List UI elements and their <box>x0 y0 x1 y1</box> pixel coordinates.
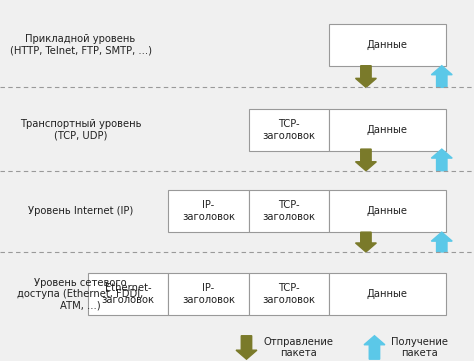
Bar <box>329 191 446 232</box>
Text: Транспортный уровень
(TCP, UDP): Транспортный уровень (TCP, UDP) <box>20 119 141 141</box>
FancyArrow shape <box>431 149 452 171</box>
Bar <box>329 25 446 66</box>
FancyArrow shape <box>356 232 376 252</box>
Text: Данные: Данные <box>367 289 408 299</box>
Text: TCP-
заголовок: TCP- заголовок <box>263 200 316 222</box>
Text: Уровень сетевого
доступа (Ethernet, FDDI,
ATM, ...): Уровень сетевого доступа (Ethernet, FDDI… <box>18 278 144 311</box>
FancyArrow shape <box>364 336 385 359</box>
Text: TCP-
заголовок: TCP- заголовок <box>263 283 316 305</box>
Bar <box>249 191 329 232</box>
Text: Уровень Internet (IP): Уровень Internet (IP) <box>28 206 133 216</box>
Text: Данные: Данные <box>367 40 408 50</box>
FancyArrow shape <box>236 336 257 359</box>
Text: Данные: Данные <box>367 206 408 216</box>
Text: Отправление
пакета: Отправление пакета <box>263 337 333 358</box>
Bar <box>329 109 446 151</box>
Bar <box>168 274 249 315</box>
Text: Получение
пакета: Получение пакета <box>391 337 448 358</box>
FancyArrow shape <box>431 232 452 252</box>
Text: IP-
заголовок: IP- заголовок <box>182 283 235 305</box>
Bar <box>249 274 329 315</box>
FancyArrow shape <box>431 66 452 87</box>
Text: IP-
заголовок: IP- заголовок <box>182 200 235 222</box>
Text: Прикладной уровень
(HTTP, Telnet, FTP, SMTP, ...): Прикладной уровень (HTTP, Telnet, FTP, S… <box>9 34 152 56</box>
Text: Ethernet-
заголовок: Ethernet- заголовок <box>101 283 155 305</box>
Text: Данные: Данные <box>367 125 408 135</box>
Text: TCP-
заголовок: TCP- заголовок <box>263 119 316 141</box>
FancyArrow shape <box>356 66 376 87</box>
Bar <box>88 274 168 315</box>
Bar <box>249 109 329 151</box>
Bar <box>168 191 249 232</box>
FancyArrow shape <box>356 149 376 171</box>
Bar <box>329 274 446 315</box>
